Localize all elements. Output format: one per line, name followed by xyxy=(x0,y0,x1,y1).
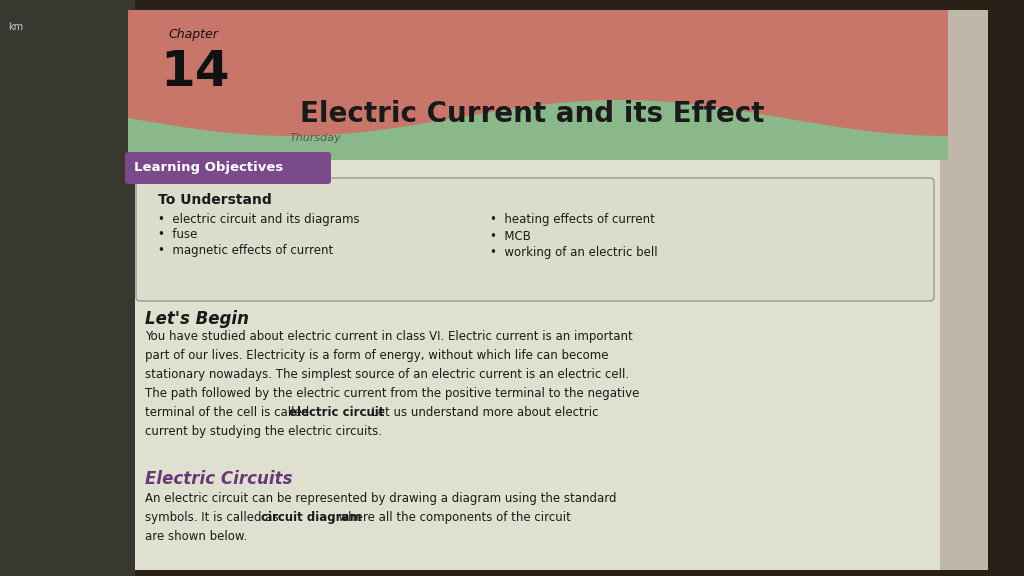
Text: terminal of the cell is called: terminal of the cell is called xyxy=(145,406,313,419)
FancyBboxPatch shape xyxy=(0,0,135,576)
FancyBboxPatch shape xyxy=(125,152,331,184)
Text: Thursday: Thursday xyxy=(290,133,342,143)
Text: You have studied about electric current in class VI. Electric current is an impo: You have studied about electric current … xyxy=(145,330,633,343)
Text: Electric Circuits: Electric Circuits xyxy=(145,470,293,488)
Text: •  electric circuit and its diagrams: • electric circuit and its diagrams xyxy=(158,213,359,226)
Text: The path followed by the electric current from the positive terminal to the nega: The path followed by the electric curren… xyxy=(145,387,639,400)
Text: •  working of an electric bell: • working of an electric bell xyxy=(490,246,657,259)
Text: circuit diagram: circuit diagram xyxy=(261,511,361,524)
Text: stationary nowadays. The simplest source of an electric current is an electric c: stationary nowadays. The simplest source… xyxy=(145,368,629,381)
Text: Let's Begin: Let's Begin xyxy=(145,310,249,328)
Text: •  magnetic effects of current: • magnetic effects of current xyxy=(158,244,333,257)
Text: km: km xyxy=(8,22,24,32)
FancyBboxPatch shape xyxy=(128,10,988,570)
Text: symbols. It is called as: symbols. It is called as xyxy=(145,511,283,524)
Text: •  fuse: • fuse xyxy=(158,228,198,241)
Text: Chapter: Chapter xyxy=(168,28,218,41)
Text: . Let us understand more about electric: . Let us understand more about electric xyxy=(364,406,598,419)
Text: Electric Current and its Effect: Electric Current and its Effect xyxy=(300,100,765,128)
Text: 14: 14 xyxy=(160,48,229,96)
FancyBboxPatch shape xyxy=(136,178,934,301)
Text: To Understand: To Understand xyxy=(158,193,271,207)
Text: electric circuit: electric circuit xyxy=(289,406,385,419)
Text: •  heating effects of current: • heating effects of current xyxy=(490,213,655,226)
Text: part of our lives. Electricity is a form of energy, without which life can becom: part of our lives. Electricity is a form… xyxy=(145,349,608,362)
Text: , where all the components of the circuit: , where all the components of the circui… xyxy=(331,511,570,524)
Text: •  MCB: • MCB xyxy=(490,230,530,243)
Text: current by studying the electric circuits.: current by studying the electric circuit… xyxy=(145,425,382,438)
Text: are shown below.: are shown below. xyxy=(145,530,247,543)
FancyBboxPatch shape xyxy=(940,10,988,570)
FancyBboxPatch shape xyxy=(128,10,948,155)
Text: An electric circuit can be represented by drawing a diagram using the standard: An electric circuit can be represented b… xyxy=(145,492,616,505)
Text: Learning Objectives: Learning Objectives xyxy=(134,161,284,175)
Polygon shape xyxy=(128,100,948,160)
